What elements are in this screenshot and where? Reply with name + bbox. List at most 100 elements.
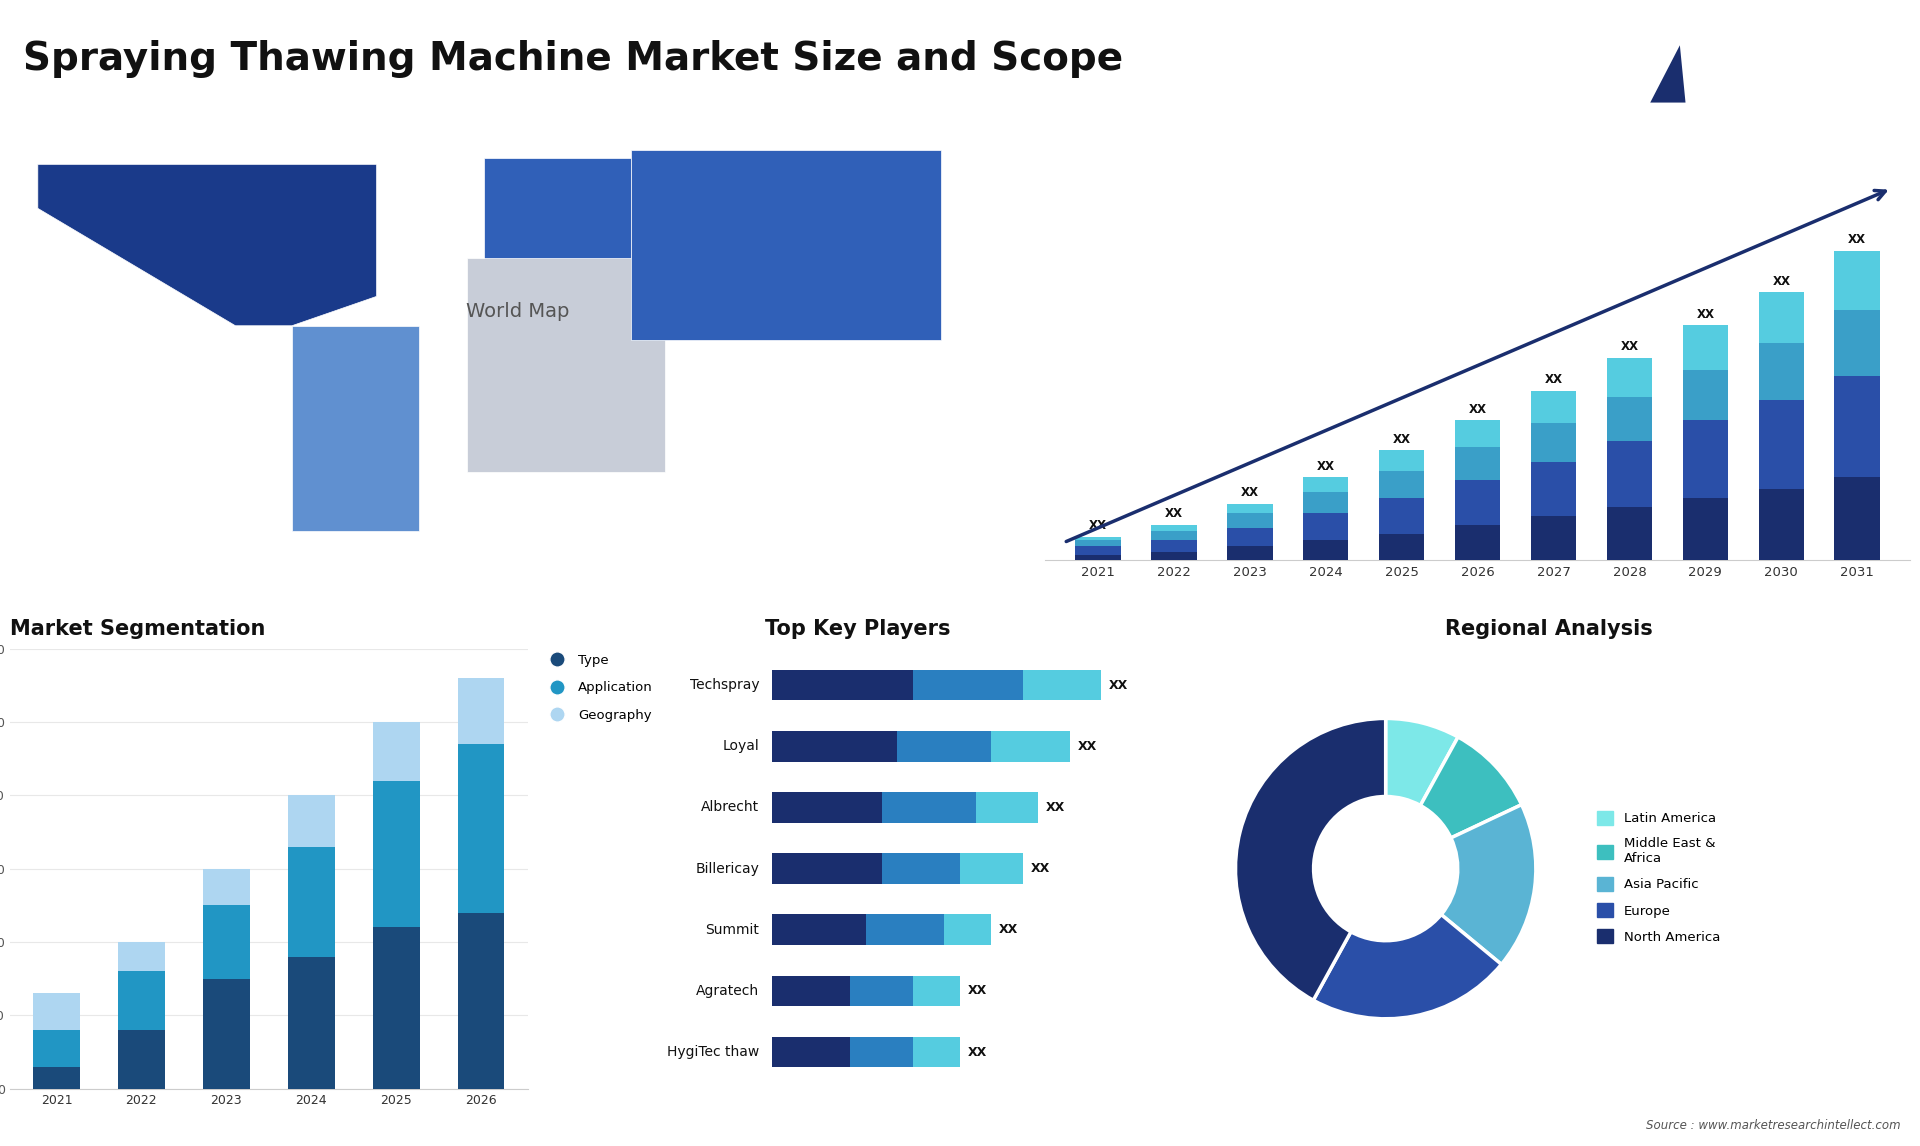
Text: XX: XX: [1392, 433, 1411, 446]
Bar: [914, 975, 960, 1006]
Bar: [1530, 516, 1576, 560]
Text: MARKET: MARKET: [1745, 37, 1793, 47]
Bar: [1227, 545, 1273, 560]
Bar: [1607, 358, 1653, 397]
Text: Billericay: Billericay: [695, 862, 760, 876]
Bar: [1150, 540, 1196, 551]
Bar: [117, 942, 165, 972]
Bar: [1150, 531, 1196, 540]
Text: World Map: World Map: [467, 301, 570, 321]
Bar: [1075, 545, 1121, 555]
Polygon shape: [1638, 28, 1688, 117]
Bar: [1023, 670, 1100, 700]
Wedge shape: [1235, 719, 1386, 1000]
Bar: [772, 915, 866, 945]
Bar: [1759, 292, 1805, 343]
Bar: [851, 975, 914, 1006]
Text: Techspray: Techspray: [689, 678, 760, 692]
Text: Spraying Thawing Machine Market Size and Scope: Spraying Thawing Machine Market Size and…: [23, 40, 1123, 78]
Bar: [1759, 400, 1805, 489]
Text: Albrecht: Albrecht: [701, 801, 760, 815]
Bar: [372, 780, 420, 927]
Bar: [772, 854, 881, 884]
Wedge shape: [1313, 915, 1501, 1019]
Bar: [772, 975, 851, 1006]
Bar: [1682, 370, 1728, 421]
Bar: [881, 792, 975, 823]
Bar: [1075, 536, 1121, 540]
Polygon shape: [38, 164, 376, 325]
Bar: [1530, 391, 1576, 423]
Text: XX: XX: [968, 984, 987, 997]
Text: XX: XX: [998, 924, 1018, 936]
Bar: [1150, 525, 1196, 531]
Text: XX: XX: [1620, 340, 1638, 353]
Bar: [1379, 450, 1425, 471]
Text: XX: XX: [1697, 307, 1715, 321]
Bar: [33, 1030, 81, 1067]
Wedge shape: [1421, 737, 1521, 838]
Bar: [33, 1067, 81, 1089]
Bar: [1759, 343, 1805, 400]
Bar: [772, 1037, 851, 1067]
Bar: [945, 915, 991, 945]
Text: XX: XX: [1544, 374, 1563, 386]
Bar: [1304, 540, 1348, 560]
Bar: [960, 854, 1023, 884]
Polygon shape: [484, 158, 630, 264]
Text: Agratech: Agratech: [697, 984, 760, 998]
Bar: [117, 1030, 165, 1089]
Bar: [1379, 534, 1425, 560]
Bar: [772, 792, 881, 823]
Bar: [1834, 477, 1880, 560]
Text: XX: XX: [968, 1045, 987, 1059]
Bar: [1682, 497, 1728, 560]
Bar: [288, 957, 334, 1089]
Bar: [1150, 551, 1196, 560]
Bar: [457, 744, 505, 912]
Legend: Type, Application, Geography: Type, Application, Geography: [538, 649, 659, 727]
Bar: [1379, 471, 1425, 497]
Bar: [772, 670, 914, 700]
Wedge shape: [1386, 719, 1457, 806]
Bar: [117, 972, 165, 1030]
Text: XX: XX: [1772, 275, 1789, 288]
Polygon shape: [630, 150, 941, 340]
Title: Regional Analysis: Regional Analysis: [1446, 619, 1653, 638]
Bar: [1075, 540, 1121, 545]
Bar: [372, 927, 420, 1089]
Bar: [897, 731, 991, 762]
Text: XX: XX: [1317, 460, 1334, 472]
Bar: [1607, 441, 1653, 507]
Bar: [772, 731, 897, 762]
Bar: [914, 670, 1023, 700]
Bar: [288, 847, 334, 957]
Bar: [881, 854, 960, 884]
Bar: [851, 1037, 914, 1067]
Bar: [1834, 376, 1880, 477]
Polygon shape: [292, 325, 419, 531]
Text: RESEARCH: RESEARCH: [1745, 62, 1807, 72]
Bar: [1227, 527, 1273, 545]
Text: XX: XX: [1046, 801, 1066, 814]
Bar: [1227, 504, 1273, 512]
Bar: [1682, 325, 1728, 370]
Text: XX: XX: [1469, 403, 1486, 416]
Text: Summit: Summit: [707, 923, 760, 936]
Text: XX: XX: [1031, 862, 1050, 876]
Text: XX: XX: [1240, 486, 1260, 500]
Bar: [1455, 525, 1500, 560]
Bar: [457, 678, 505, 744]
Bar: [1455, 421, 1500, 447]
Bar: [914, 1037, 960, 1067]
Bar: [1075, 555, 1121, 560]
Bar: [975, 792, 1039, 823]
Polygon shape: [1649, 45, 1686, 103]
Bar: [372, 722, 420, 780]
Text: XX: XX: [1165, 508, 1183, 520]
Bar: [288, 795, 334, 847]
Bar: [204, 979, 250, 1089]
Text: Market Segmentation: Market Segmentation: [10, 619, 265, 638]
Legend: Latin America, Middle East &
Africa, Asia Pacific, Europe, North America: Latin America, Middle East & Africa, Asi…: [1592, 806, 1726, 949]
Text: XX: XX: [1077, 740, 1096, 753]
